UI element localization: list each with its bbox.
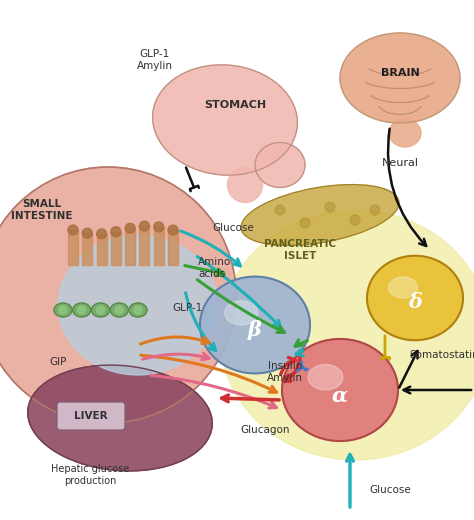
Text: Neural: Neural: [382, 158, 419, 168]
Polygon shape: [97, 234, 107, 265]
Ellipse shape: [228, 167, 263, 202]
FancyArrowPatch shape: [181, 231, 240, 266]
Polygon shape: [125, 228, 135, 265]
Ellipse shape: [168, 225, 178, 235]
Ellipse shape: [389, 119, 421, 147]
Circle shape: [325, 202, 335, 212]
FancyArrowPatch shape: [186, 293, 216, 350]
Ellipse shape: [389, 277, 418, 298]
FancyArrowPatch shape: [185, 266, 224, 276]
Text: Somatostatin: Somatostatin: [409, 350, 474, 360]
Text: Hepatic glucose
production: Hepatic glucose production: [51, 464, 129, 486]
Circle shape: [59, 306, 67, 314]
Text: δ: δ: [408, 292, 422, 312]
Ellipse shape: [220, 210, 474, 460]
FancyArrowPatch shape: [388, 129, 426, 246]
Ellipse shape: [241, 185, 399, 245]
Text: Glucagon: Glucagon: [240, 425, 290, 435]
Circle shape: [300, 218, 310, 228]
FancyArrowPatch shape: [399, 351, 418, 387]
Polygon shape: [82, 233, 92, 265]
FancyArrowPatch shape: [143, 353, 209, 360]
Circle shape: [370, 205, 380, 215]
Text: STOMACH: STOMACH: [204, 100, 266, 110]
Ellipse shape: [255, 142, 305, 188]
FancyArrowPatch shape: [222, 395, 279, 402]
Polygon shape: [68, 230, 78, 265]
Text: α: α: [332, 385, 348, 405]
Ellipse shape: [367, 256, 463, 340]
FancyArrowPatch shape: [381, 336, 390, 359]
FancyArrowPatch shape: [151, 375, 276, 408]
Text: Glucose: Glucose: [369, 485, 411, 495]
Text: BRAIN: BRAIN: [381, 68, 419, 78]
Ellipse shape: [82, 228, 92, 238]
Ellipse shape: [139, 221, 149, 231]
Circle shape: [350, 215, 360, 225]
Ellipse shape: [110, 303, 128, 317]
FancyArrowPatch shape: [197, 256, 281, 328]
Ellipse shape: [282, 339, 398, 441]
Ellipse shape: [68, 225, 78, 235]
Text: SMALL
INTESTINE: SMALL INTESTINE: [11, 199, 73, 221]
Circle shape: [97, 306, 104, 314]
FancyArrowPatch shape: [346, 454, 353, 507]
FancyArrowPatch shape: [197, 280, 284, 332]
FancyArrowPatch shape: [297, 362, 307, 371]
Ellipse shape: [58, 235, 218, 375]
Circle shape: [0, 167, 236, 423]
Ellipse shape: [54, 303, 72, 317]
FancyBboxPatch shape: [57, 402, 125, 430]
FancyArrowPatch shape: [283, 351, 300, 381]
Ellipse shape: [308, 365, 343, 390]
FancyArrowPatch shape: [281, 357, 295, 374]
FancyArrowPatch shape: [141, 355, 276, 392]
Text: β: β: [248, 320, 262, 340]
Text: PANCREATIC
ISLET: PANCREATIC ISLET: [264, 239, 336, 261]
FancyArrowPatch shape: [295, 340, 307, 346]
FancyArrowPatch shape: [186, 167, 199, 191]
Ellipse shape: [125, 223, 135, 233]
Ellipse shape: [129, 303, 147, 317]
Circle shape: [134, 306, 142, 314]
Text: GLP-1: GLP-1: [172, 303, 202, 313]
Ellipse shape: [340, 33, 460, 123]
Ellipse shape: [91, 303, 109, 317]
Polygon shape: [168, 230, 178, 265]
FancyArrowPatch shape: [141, 337, 209, 344]
Text: Amino
acids: Amino acids: [198, 257, 231, 279]
Ellipse shape: [111, 227, 121, 237]
Text: Insulin
Amylin: Insulin Amylin: [267, 361, 303, 383]
Text: GIP: GIP: [49, 357, 67, 367]
Circle shape: [115, 306, 123, 314]
Polygon shape: [139, 226, 149, 265]
Circle shape: [275, 205, 285, 215]
Circle shape: [78, 306, 86, 314]
Ellipse shape: [73, 303, 91, 317]
Polygon shape: [111, 232, 121, 265]
Ellipse shape: [153, 65, 297, 175]
Text: Glucose: Glucose: [212, 223, 254, 233]
Text: GLP-1
Amylin: GLP-1 Amylin: [137, 49, 173, 71]
Ellipse shape: [200, 277, 310, 373]
Text: LIVER: LIVER: [74, 411, 108, 421]
Ellipse shape: [28, 365, 212, 471]
Ellipse shape: [154, 222, 164, 232]
FancyArrowPatch shape: [296, 349, 303, 356]
Ellipse shape: [97, 229, 107, 239]
Ellipse shape: [225, 301, 258, 325]
FancyArrowPatch shape: [403, 387, 471, 393]
Polygon shape: [154, 227, 164, 265]
